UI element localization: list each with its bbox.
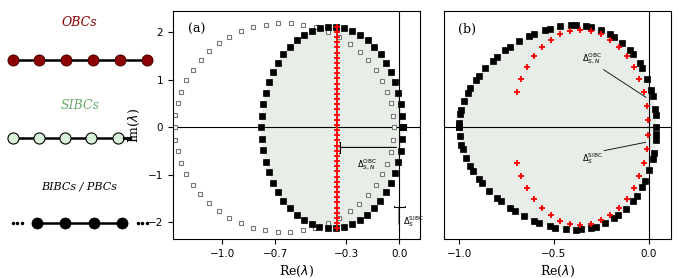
Text: $\Delta_{S,N}^{\rm OBC}$: $\Delta_{S,N}^{\rm OBC}$ xyxy=(582,51,603,66)
X-axis label: Re($\lambda$): Re($\lambda$) xyxy=(279,264,314,278)
Text: SIBCs: SIBCs xyxy=(60,99,99,112)
Polygon shape xyxy=(459,25,656,230)
Text: OBCs: OBCs xyxy=(62,16,98,29)
Text: $\Delta_{S,N}^{\rm OBC}$: $\Delta_{S,N}^{\rm OBC}$ xyxy=(357,157,377,172)
Text: BIBCs / PBCs: BIBCs / PBCs xyxy=(41,182,118,192)
Text: $\Delta_S^{\rm SIBC}$: $\Delta_S^{\rm SIBC}$ xyxy=(582,151,603,166)
Text: $\Delta_S^{\rm SIBC}$: $\Delta_S^{\rm SIBC}$ xyxy=(403,214,424,229)
Polygon shape xyxy=(261,27,403,228)
X-axis label: Re($\lambda$): Re($\lambda$) xyxy=(540,264,575,278)
Text: (b): (b) xyxy=(458,23,476,36)
Text: (a): (a) xyxy=(188,23,205,36)
Y-axis label: Im($\lambda$): Im($\lambda$) xyxy=(127,108,142,143)
